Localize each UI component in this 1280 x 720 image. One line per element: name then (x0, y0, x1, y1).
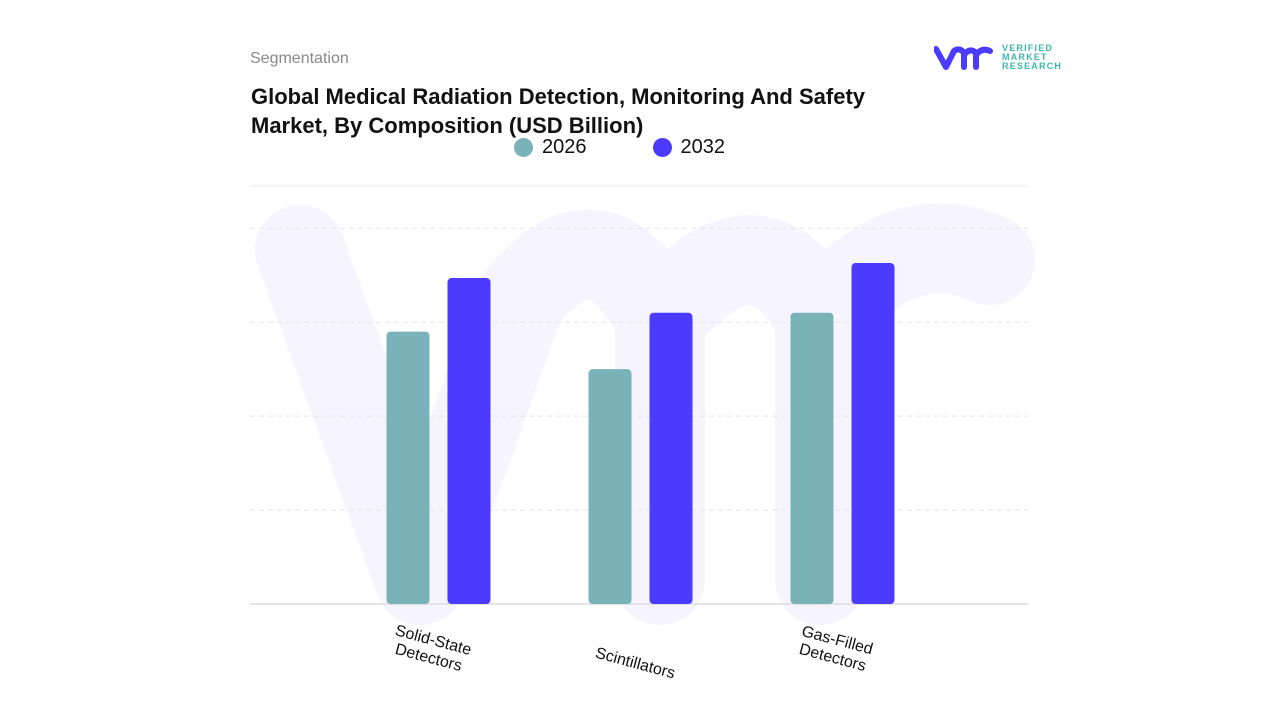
chart-title: Global Medical Radiation Detection, Moni… (251, 84, 866, 138)
legend-swatch (652, 138, 672, 157)
legend-label: 2032 (680, 136, 726, 158)
vmr-logo-icon (934, 45, 993, 70)
segment-label: Segmentation (250, 50, 349, 67)
x-tick-label: Scintillators (593, 645, 676, 683)
bar-2026 (386, 331, 430, 604)
legend-item-2026: 2026 (514, 136, 587, 159)
brand-name: VERIFIED MARKET RESEARCH (1002, 43, 1063, 71)
bar-2026 (588, 369, 632, 604)
bar-2032 (447, 278, 491, 604)
x-tick-label: Gas-FilledDetectors (795, 623, 874, 676)
legend: 2026 2032 (514, 136, 725, 159)
bar-2032 (851, 263, 895, 604)
bar-2032 (649, 312, 693, 604)
legend-swatch (514, 138, 533, 157)
x-tick-label: Solid-StateDetectors (389, 622, 474, 676)
brand-logo: VERIFIED MARKET RESEARCH (934, 44, 1072, 71)
watermark-logo (255, 203, 1035, 625)
legend-label: 2026 (542, 136, 587, 158)
legend-item-2032: 2032 (652, 136, 726, 159)
bar-2026 (790, 312, 834, 604)
